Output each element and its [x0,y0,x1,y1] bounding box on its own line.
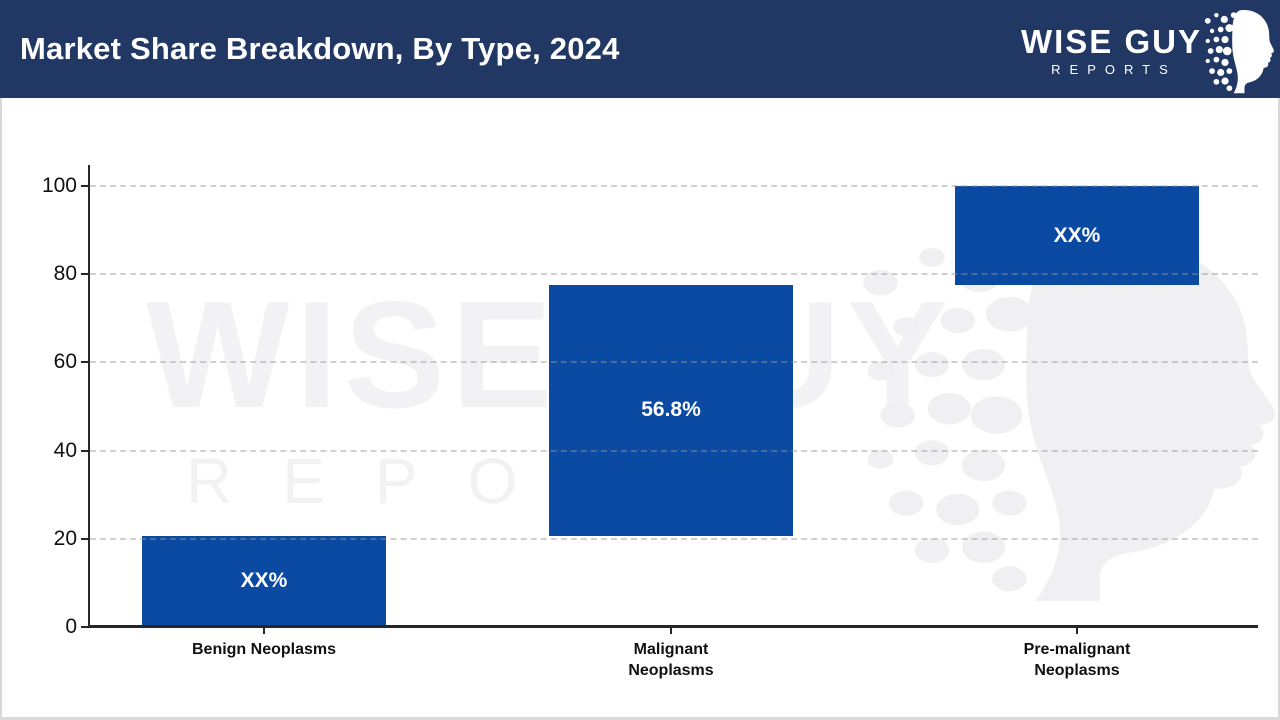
logo-subtitle: REPORTS [1051,62,1177,78]
x-category-label: Pre-malignant Neoplasms [1023,641,1131,680]
bar-malignant-neoplasms: 56.8% [549,285,793,536]
gridline-80 [90,273,1258,276]
bar-value-label: XX% [240,569,288,593]
y-tick-label: 0 [65,615,77,638]
header: Market Share Breakdown, By Type, 2024 WI… [0,0,1280,98]
logo-wordmark: WISE GUY [1020,22,1202,60]
gridline-100 [90,185,1258,187]
page-title: Market Share Breakdown, By Type, 2024 [20,31,620,66]
y-tick-label: 60 [53,350,77,374]
wiseguy-logo: WISE GUY REPORTS [1021,8,1274,94]
x-category-label: Benign Neoplasms [191,641,337,658]
x-tick [670,628,672,634]
y-tick [81,449,89,452]
y-tick-label: 80 [53,262,77,286]
y-tick [81,185,89,187]
logo-head-icon [1202,8,1274,94]
y-axis [88,165,90,627]
y-tick [81,361,89,364]
bar-pre-malignant-neoplasms: XX% [955,186,1199,286]
watermark-wordmark: WISE GUY [146,270,948,440]
x-tick [1076,628,1078,634]
y-tick-label: 40 [53,438,77,462]
x-tick [263,628,265,634]
y-tick-label: 20 [53,526,77,550]
gridline-40 [90,449,1258,452]
x-category-label: Malignant Neoplasms [628,641,714,680]
y-tick [81,273,89,276]
gridline-20 [90,537,1258,540]
y-tick [81,626,89,628]
bar-value-label: XX% [1053,223,1101,247]
x-axis [88,625,1258,628]
bar-value-label: 56.8% [641,398,701,422]
y-tick [81,537,89,540]
bar-benign-neoplasms: XX% [142,535,386,627]
y-tick-label: 100 [41,174,77,197]
gridline-60 [90,361,1258,364]
